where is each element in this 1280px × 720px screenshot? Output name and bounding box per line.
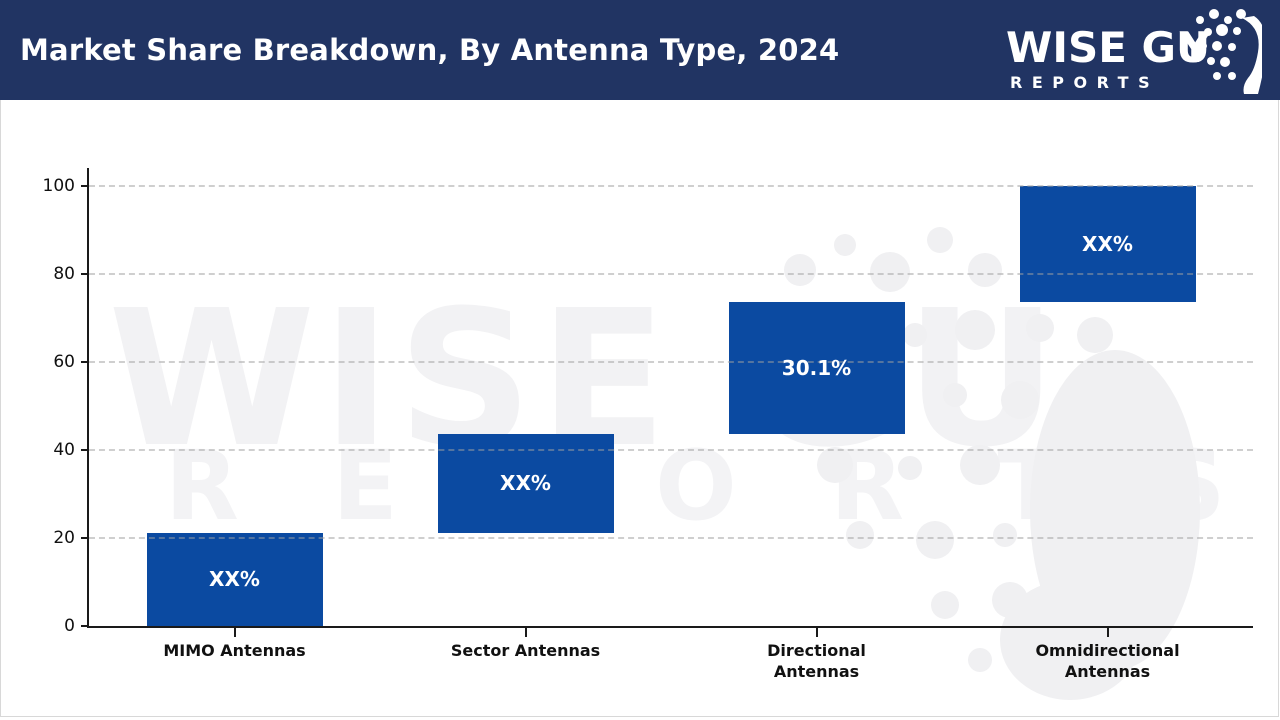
bar-omnidirectional-antennas (1019, 186, 1196, 302)
bar-value-label: 30.1% (781, 355, 852, 380)
y-tick (81, 273, 89, 275)
bar-value-label: XX% (1082, 231, 1133, 256)
y-tick (81, 625, 89, 627)
y-axis-tick-label: 40 (53, 440, 75, 460)
y-tick (81, 361, 89, 363)
x-tick (1106, 628, 1109, 637)
y-tick (81, 449, 89, 451)
wise-guy-reports-logo: WISE GU Y REPORTS (1006, 9, 1262, 94)
y-axis-tick-label: 60 (53, 352, 75, 372)
bar-value-label: XX% (209, 567, 260, 592)
gridline-80 (89, 273, 1253, 275)
gridline-20 (89, 537, 1253, 539)
x-axis-line (87, 626, 1253, 628)
x-tick (233, 628, 236, 637)
x-axis-category-label: Omnidirectional Antennas (1035, 641, 1180, 681)
y-axis-tick-label: 100 (42, 176, 75, 196)
x-axis-category-label: Sector Antennas (450, 641, 601, 660)
page-title: Market Share Breakdown, By Antenna Type,… (20, 33, 840, 67)
svg-text:WISE GU: WISE GU (1006, 23, 1210, 72)
gridline-100 (89, 185, 1253, 187)
gridline-40 (89, 449, 1253, 451)
logo-dotted-head-icon (1196, 9, 1262, 94)
y-axis-tick-label: 20 (53, 528, 75, 548)
x-tick (815, 628, 818, 637)
x-axis-category-label: MIMO Antennas (163, 641, 306, 660)
bar-value-label: XX% (500, 471, 551, 496)
x-tick (524, 628, 527, 637)
y-axis-tick-label: 0 (64, 616, 75, 636)
y-axis-tick-label: 80 (53, 264, 75, 284)
bar-mimo-antennas (146, 532, 323, 626)
y-axis-line (87, 168, 89, 628)
y-tick (81, 185, 89, 187)
svg-text:REPORTS: REPORTS (1010, 73, 1159, 92)
x-axis-category-label: Directional Antennas (767, 641, 866, 681)
header-bar: Market Share Breakdown, By Antenna Type,… (0, 0, 1280, 100)
y-tick (81, 537, 89, 539)
gridline-60 (89, 361, 1253, 363)
